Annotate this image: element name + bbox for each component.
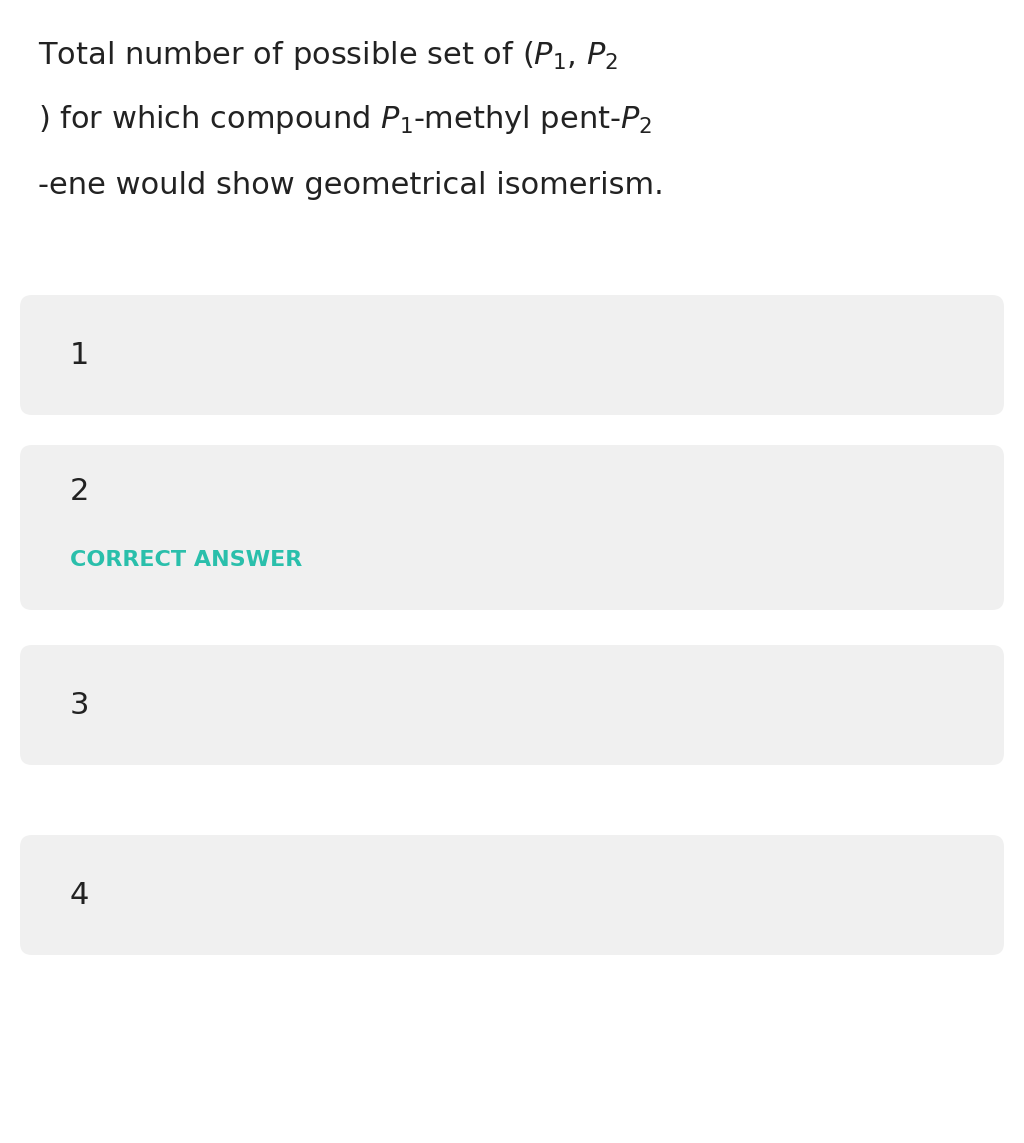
Text: Total number of possible set of ($P_1$, $P_2$: Total number of possible set of ($P_1$, … xyxy=(38,39,618,72)
Text: 1: 1 xyxy=(70,341,89,369)
FancyBboxPatch shape xyxy=(20,645,1004,765)
FancyBboxPatch shape xyxy=(20,445,1004,610)
Text: 2: 2 xyxy=(70,478,89,506)
FancyBboxPatch shape xyxy=(20,295,1004,415)
Text: 3: 3 xyxy=(70,690,89,719)
Text: CORRECT ANSWER: CORRECT ANSWER xyxy=(70,550,302,570)
FancyBboxPatch shape xyxy=(20,836,1004,956)
Text: ) for which compound $P_1$-methyl pent-$P_2$: ) for which compound $P_1$-methyl pent-$… xyxy=(38,104,652,136)
Text: -ene would show geometrical isomerism.: -ene would show geometrical isomerism. xyxy=(38,170,664,200)
Text: 4: 4 xyxy=(70,880,89,910)
